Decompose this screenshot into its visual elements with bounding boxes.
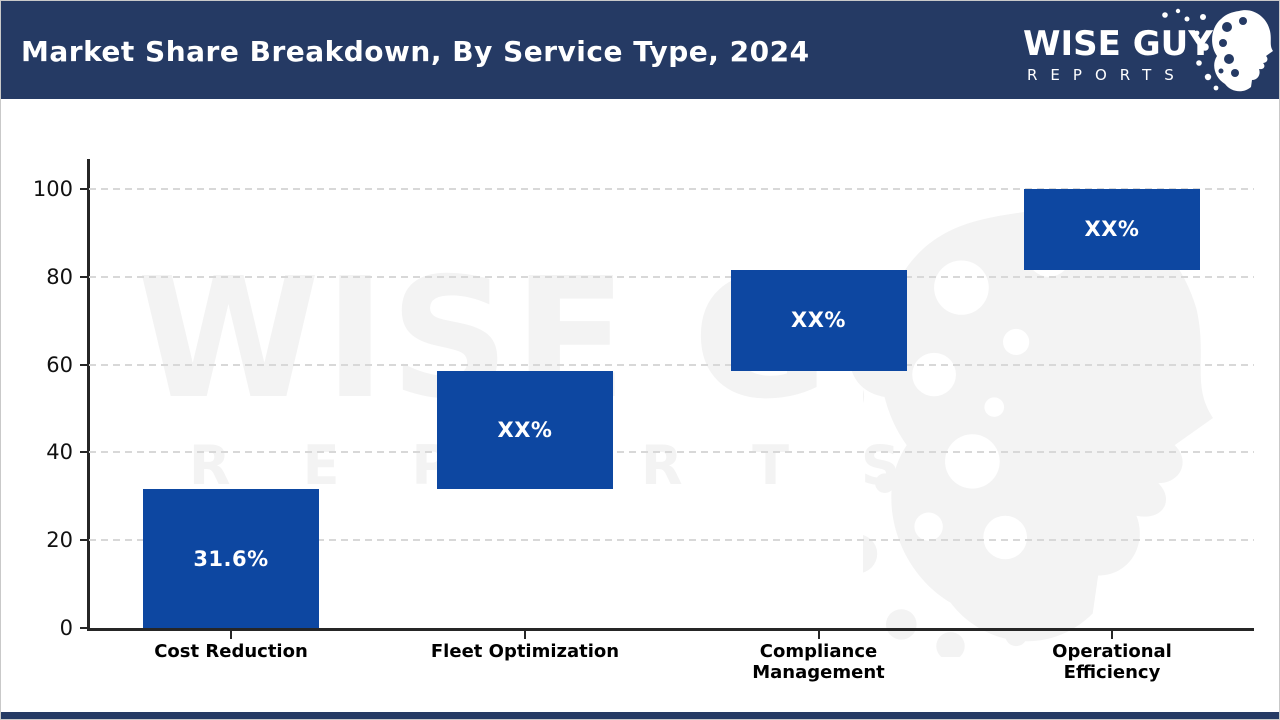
y-tick-mark [80, 539, 88, 542]
y-tick-label: 80 [46, 264, 73, 289]
footer-bar [1, 712, 1279, 719]
x-tick-mark [1111, 631, 1113, 639]
x-axis-line [87, 628, 1254, 631]
wise-guy-logo: WISE GUY REPORTS [1023, 8, 1273, 92]
x-tick-label: Cost Reduction [154, 641, 308, 662]
logo-wordmark: WISE GUY [1023, 24, 1213, 64]
y-tick-label: 100 [32, 176, 73, 201]
x-tick-mark [524, 631, 526, 639]
x-tick-label: Operational Efficiency [1052, 641, 1172, 684]
y-tick-label: 20 [46, 528, 73, 553]
y-tick-mark [80, 187, 88, 190]
y-tick-mark [80, 451, 88, 454]
bar-cost-reduction: 31.6% [143, 489, 319, 629]
bar-operational-efficiency: XX% [1024, 188, 1200, 270]
gridline [89, 187, 1254, 190]
logo-reports-text: REPORTS [1027, 66, 1187, 84]
bar-value-label: XX% [791, 308, 846, 333]
gridline [89, 451, 1254, 454]
header-bar: Market Share Breakdown, By Service Type,… [1, 1, 1279, 99]
bar-value-label: 31.6% [193, 546, 269, 571]
x-tick-label: Compliance Management [752, 641, 885, 684]
y-axis-line [87, 159, 90, 630]
y-tick-mark [80, 363, 88, 366]
x-tick-mark [817, 631, 820, 639]
y-tick-mark [80, 627, 88, 630]
page-title: Market Share Breakdown, By Service Type,… [21, 35, 810, 68]
bar-value-label: XX% [497, 418, 553, 443]
gridline [89, 275, 1254, 278]
y-tick-mark [80, 275, 88, 278]
logo-face-icon [1162, 8, 1273, 92]
bar-value-label: XX% [1084, 217, 1140, 242]
gridline [89, 363, 1254, 366]
y-tick-label: 40 [46, 440, 73, 465]
y-tick-label: 60 [46, 352, 73, 377]
bar-fleet-optimization: XX% [437, 370, 613, 490]
bar-compliance-management: XX% [730, 269, 907, 371]
y-tick-label: 0 [59, 616, 73, 641]
x-tick-label: Fleet Optimization [430, 641, 620, 662]
gridline [89, 539, 1254, 542]
x-tick-mark [230, 631, 232, 639]
